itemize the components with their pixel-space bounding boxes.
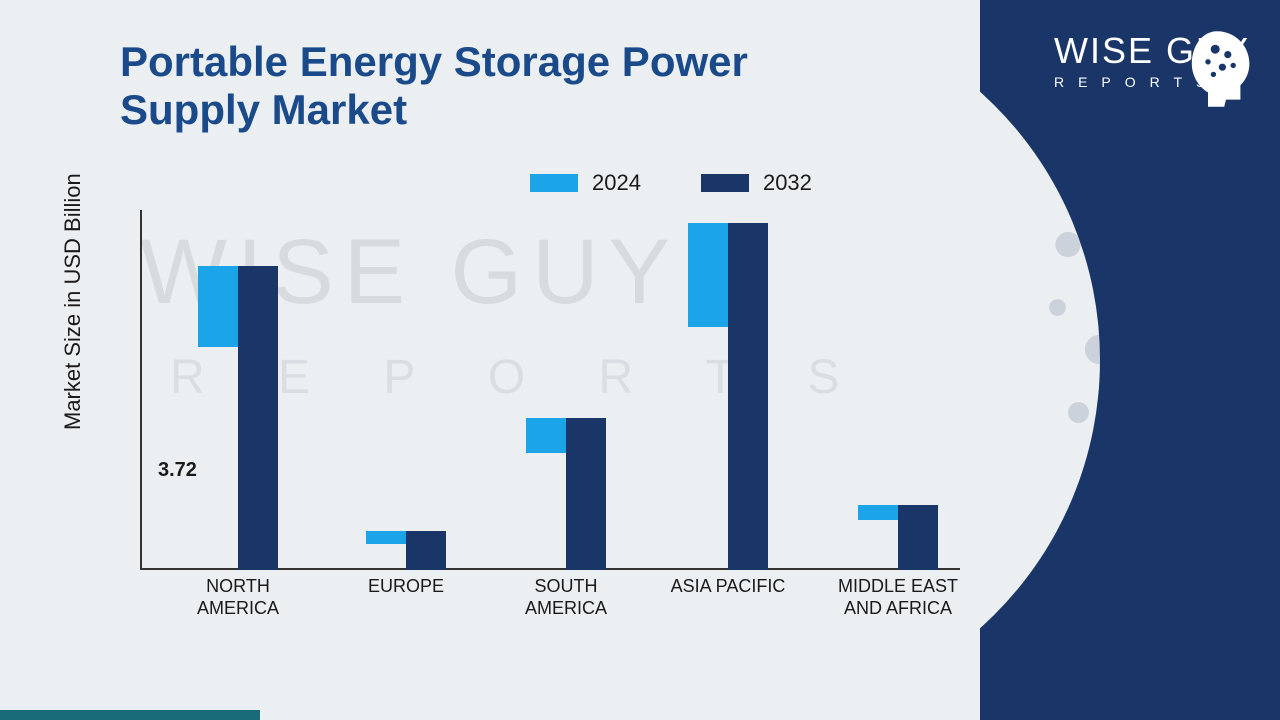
bar: [566, 418, 606, 570]
plot-area: NORTH AMERICAEUROPESOUTH AMERICAASIA PAC…: [140, 210, 960, 570]
bar: [238, 266, 278, 570]
bar: [688, 223, 728, 327]
chart-title: Portable Energy Storage Power Supply Mar…: [120, 38, 840, 135]
bar-group: [850, 505, 946, 570]
x-axis-label: NORTH AMERICA: [168, 576, 308, 619]
bar: [198, 266, 238, 347]
y-axis-label: Market Size in USD Billion: [60, 173, 86, 430]
chart-legend: 2024 2032: [530, 170, 812, 196]
bar: [526, 418, 566, 453]
x-axis-label: EUROPE: [336, 576, 476, 598]
bar-value-label: 3.72: [158, 459, 197, 482]
bar: [728, 223, 768, 570]
legend-item-2024: 2024: [530, 170, 641, 196]
x-axis-label: ASIA PACIFIC: [658, 576, 798, 598]
bar: [406, 531, 446, 570]
bar: [898, 505, 938, 570]
x-axis-label: MIDDLE EAST AND AFRICA: [828, 576, 968, 619]
bar-chart: Market Size in USD Billion 2024 2032 NOR…: [70, 170, 970, 660]
chart-canvas: WISE GUY R E P O R T S Portable Energy S…: [0, 0, 1280, 720]
y-axis-line: [140, 210, 142, 570]
logo-head-icon: [1172, 24, 1262, 114]
bar: [858, 505, 898, 520]
bar-group: [358, 531, 454, 570]
legend-label-2024: 2024: [592, 170, 641, 196]
brand-logo: WISE GUY REPORTS: [1054, 30, 1250, 90]
bottom-accent-bar: [0, 710, 260, 720]
legend-item-2032: 2032: [701, 170, 812, 196]
bar-group: [518, 418, 614, 570]
bar: [366, 531, 406, 544]
legend-swatch-2024: [530, 174, 578, 192]
bar-group: [190, 266, 286, 570]
legend-swatch-2032: [701, 174, 749, 192]
x-axis-label: SOUTH AMERICA: [496, 576, 636, 619]
legend-label-2032: 2032: [763, 170, 812, 196]
bar-group: [680, 223, 776, 570]
